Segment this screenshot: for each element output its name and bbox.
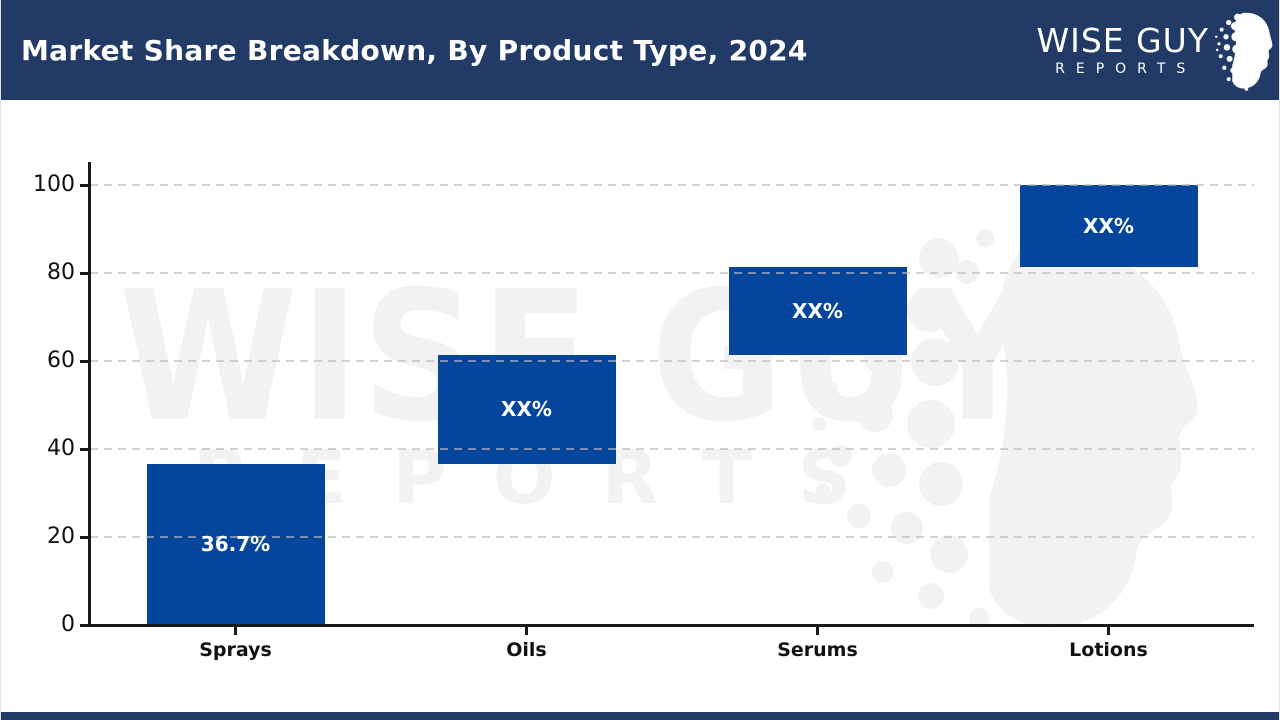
logo-face-icon (1215, 12, 1273, 91)
y-tick-label: 20 (47, 524, 75, 549)
y-axis-line (88, 162, 91, 627)
y-tick (80, 447, 89, 451)
gridline-80 (90, 272, 1254, 274)
y-tick (80, 623, 89, 627)
bar-value-label: 36.7% (200, 532, 271, 557)
y-tick (80, 271, 89, 275)
x-category-label-lotions: Lotions (1069, 639, 1148, 661)
bar-oils (437, 355, 616, 464)
wiseguy-logo: WISE GUY REPORTS (1036, 4, 1273, 96)
x-axis-line (88, 624, 1254, 627)
bar-value-label: XX% (792, 299, 843, 324)
y-tick-label: 0 (61, 612, 75, 637)
gridline-20 (90, 536, 1254, 538)
x-tick (1107, 626, 1110, 635)
x-tick (525, 626, 528, 635)
x-category-label-sprays: Sprays (199, 639, 272, 661)
logo-subtitle: REPORTS (1055, 60, 1197, 77)
bottom-strip (1, 712, 1279, 720)
y-tick (80, 183, 89, 187)
x-tick (816, 626, 819, 635)
y-tick (80, 535, 89, 539)
header: Market Share Breakdown, By Product Type,… (1, 0, 1279, 100)
y-tick-label: 60 (47, 348, 75, 373)
bar-serums (728, 266, 907, 356)
bar-value-label: XX% (501, 397, 552, 422)
x-category-label-serums: Serums (777, 639, 858, 661)
gridline-40 (90, 448, 1254, 450)
y-tick-label: 80 (47, 260, 75, 285)
y-tick (80, 359, 89, 363)
logo-name: WISE GUY (1036, 20, 1209, 60)
chart-title: Market Share Breakdown, By Product Type,… (21, 33, 808, 67)
bar-sprays (146, 463, 325, 625)
gridline-60 (90, 360, 1254, 362)
logo-wordmark: WISE GUY REPORTS (1036, 20, 1209, 78)
x-tick (234, 626, 237, 635)
y-tick-label: 40 (47, 436, 75, 461)
y-tick-label: 100 (33, 172, 75, 197)
x-category-label-oils: Oils (506, 639, 547, 661)
gridline-100 (90, 184, 1254, 186)
bar-value-label: XX% (1083, 213, 1134, 238)
